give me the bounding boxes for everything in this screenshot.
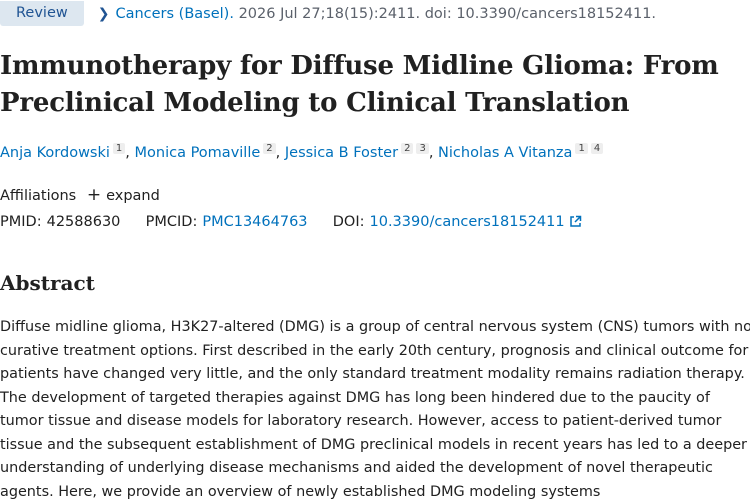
pmcid-label: PMCID: <box>145 214 198 230</box>
author-link[interactable]: Jessica B Foster <box>284 145 399 161</box>
citation-line: Review ❯ Cancers (Basel). 2026 Jul 27;18… <box>0 0 656 27</box>
pmid-label: PMID: <box>0 214 42 230</box>
expand-label: expand <box>106 188 160 204</box>
affiliation-ref[interactable]: 3 <box>416 143 429 154</box>
affiliation-ref[interactable]: 1 <box>112 143 126 154</box>
abstract-text: Diffuse midline glioma, H3K27-altered (D… <box>0 319 750 500</box>
affiliation-ref[interactable]: 2 <box>263 143 276 154</box>
affiliation-ref[interactable]: 2 <box>401 143 414 154</box>
abstract-heading: Abstract <box>0 271 95 295</box>
expand-affiliations-button[interactable]: + expand <box>86 185 160 205</box>
author-link[interactable]: Anja Kordowski <box>0 145 110 161</box>
article-title: Immunotherapy for Diffuse Midline Glioma… <box>0 51 719 118</box>
journal-link[interactable]: Cancers (Basel). <box>115 5 234 22</box>
affiliations-label: Affiliations <box>0 188 77 204</box>
affiliations-row: Affiliations + expand <box>0 185 160 205</box>
plus-icon: + <box>86 185 102 205</box>
authors-list: Anja Kordowski 1, Monica Pomaville 2, Jess… <box>0 143 604 161</box>
doi-label: DOI: <box>332 214 365 230</box>
doi-link[interactable]: 10.3390/cancers18152411 <box>369 214 565 230</box>
affiliation-ref[interactable]: 1 <box>575 143 588 154</box>
publication-type-badge: Review <box>0 1 84 26</box>
affiliation-ref[interactable]: 4 <box>590 143 604 154</box>
citation-details: 2026 Jul 27;18(15):2411. doi: 10.3390/ca… <box>238 5 657 22</box>
chevron-right-icon[interactable]: ❯ <box>97 5 110 22</box>
external-link-icon[interactable] <box>569 215 582 232</box>
pmid-value: 42588630 <box>46 214 121 230</box>
author-link[interactable]: Monica Pomaville <box>134 145 261 161</box>
identifiers-row: PMID: 42588630 PMCID: PMC13464763 DOI: 10.3… <box>0 214 582 232</box>
author-link[interactable]: Nicholas A Vitanza <box>438 145 573 161</box>
pmcid-link[interactable]: PMC13464763 <box>202 214 308 230</box>
